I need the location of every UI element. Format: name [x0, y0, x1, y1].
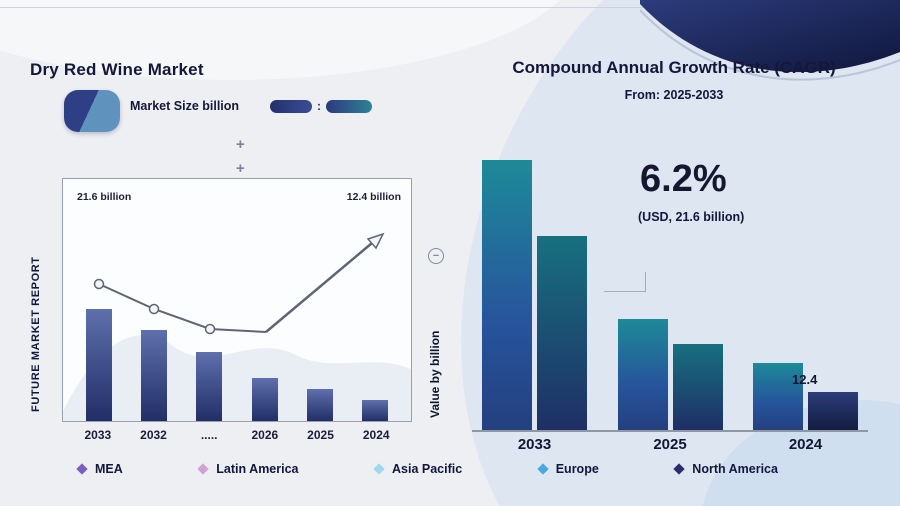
x-axis-label: 2025 [653, 436, 687, 453]
bar-group [617, 319, 723, 430]
legend-pill-navy [270, 99, 312, 113]
right-chart-groups [472, 158, 868, 430]
annotation-21-6-billion: 21.6 billion [77, 191, 132, 203]
legend-label: Europe [555, 462, 599, 476]
bar-cell [71, 306, 126, 421]
right-chart-xlabels: 2033 2025 2024 [472, 436, 868, 453]
x-axis-label: 2026 [251, 428, 279, 442]
bar-group [482, 160, 587, 430]
diamond-icon [673, 463, 685, 475]
plus-icon: + [236, 160, 245, 177]
future-market-report-label: FUTURE MARKET REPORT [30, 256, 42, 412]
bar-group [753, 362, 858, 430]
legend-pill-separator: : [317, 99, 321, 113]
market-size-bar [251, 378, 278, 421]
market-size-bar [306, 388, 333, 421]
cagr-bar [617, 319, 668, 430]
left-chart-bars [71, 306, 403, 421]
cagr-bar [672, 343, 723, 430]
diamond-icon [76, 463, 88, 475]
cagr-bar [808, 392, 858, 430]
legend-pills: : [270, 99, 372, 113]
cagr-value: 6.2% [640, 158, 727, 200]
corner-bracket-decoration [604, 272, 646, 292]
plus-icon: + [236, 136, 245, 153]
cagr-period: From: 2025-2033 [624, 88, 724, 102]
x-axis-label: 2033 [517, 436, 552, 453]
diamond-icon [537, 463, 549, 475]
legend-item: MEA [76, 462, 123, 476]
x-axis-label: 2032 [140, 428, 167, 442]
diamond-icon [373, 463, 385, 475]
legend-item: North America [673, 462, 778, 476]
cagr-note: (USD, 21.6 billion) [638, 210, 745, 224]
diamond-icon [197, 463, 209, 475]
cagr-bar [482, 160, 532, 430]
legend-item: Latin America [197, 462, 299, 476]
cagr-bar [753, 362, 803, 430]
annotation-12-4-billion: 12.4 billion [346, 191, 401, 203]
legend-label: MEA [95, 462, 123, 476]
cagr-bar [537, 235, 587, 430]
market-size-legend-label: Market Size billion [130, 99, 240, 113]
region-legend: MEA Latin America Asia Pacific Europe North … [76, 462, 778, 476]
bar-cell [182, 306, 237, 421]
page-title: Dry Red Wine Market [30, 60, 204, 79]
top-divider-line [0, 7, 648, 8]
bar-cell [348, 306, 403, 421]
cagr-title: Compound Annual Growth Rate (CAGR) [512, 58, 836, 77]
legend-label: Latin America [216, 462, 299, 476]
x-axis-label: ..... [200, 428, 218, 442]
x-axis-label: 2024 [362, 428, 390, 442]
cagr-chart [472, 158, 868, 432]
legend-label: Asia Pacific [392, 462, 463, 476]
legend-item: Asia Pacific [373, 462, 463, 476]
minus-circle-icon: − [428, 248, 444, 264]
legend-pill-teal [326, 99, 372, 113]
trend-arrow-icon [93, 232, 385, 335]
bar-cell [126, 306, 181, 421]
left-chart-xlabels: 2033 2032..... 2026 2025 2024 [62, 428, 412, 442]
x-axis-label: 2024 [788, 436, 823, 453]
market-size-bar [85, 309, 112, 421]
market-size-bar [196, 351, 223, 421]
market-size-chart-panel: 21.6 billion 12.4 billion [62, 178, 412, 422]
legend-label: North America [692, 462, 778, 476]
legend-item: Europe [537, 462, 599, 476]
market-size-bar [140, 330, 167, 421]
x-axis-label: 2025 [307, 428, 334, 442]
value-label-12-4: 12.4 [792, 372, 818, 387]
market-size-bar [362, 399, 389, 421]
navy-wave-decoration [640, 0, 900, 81]
bar-cell [237, 306, 292, 421]
market-size-icon [64, 90, 120, 132]
bar-cell [292, 306, 347, 421]
x-axis-label: 2033 [84, 428, 112, 442]
value-axis-label: Value by billion [428, 330, 442, 418]
